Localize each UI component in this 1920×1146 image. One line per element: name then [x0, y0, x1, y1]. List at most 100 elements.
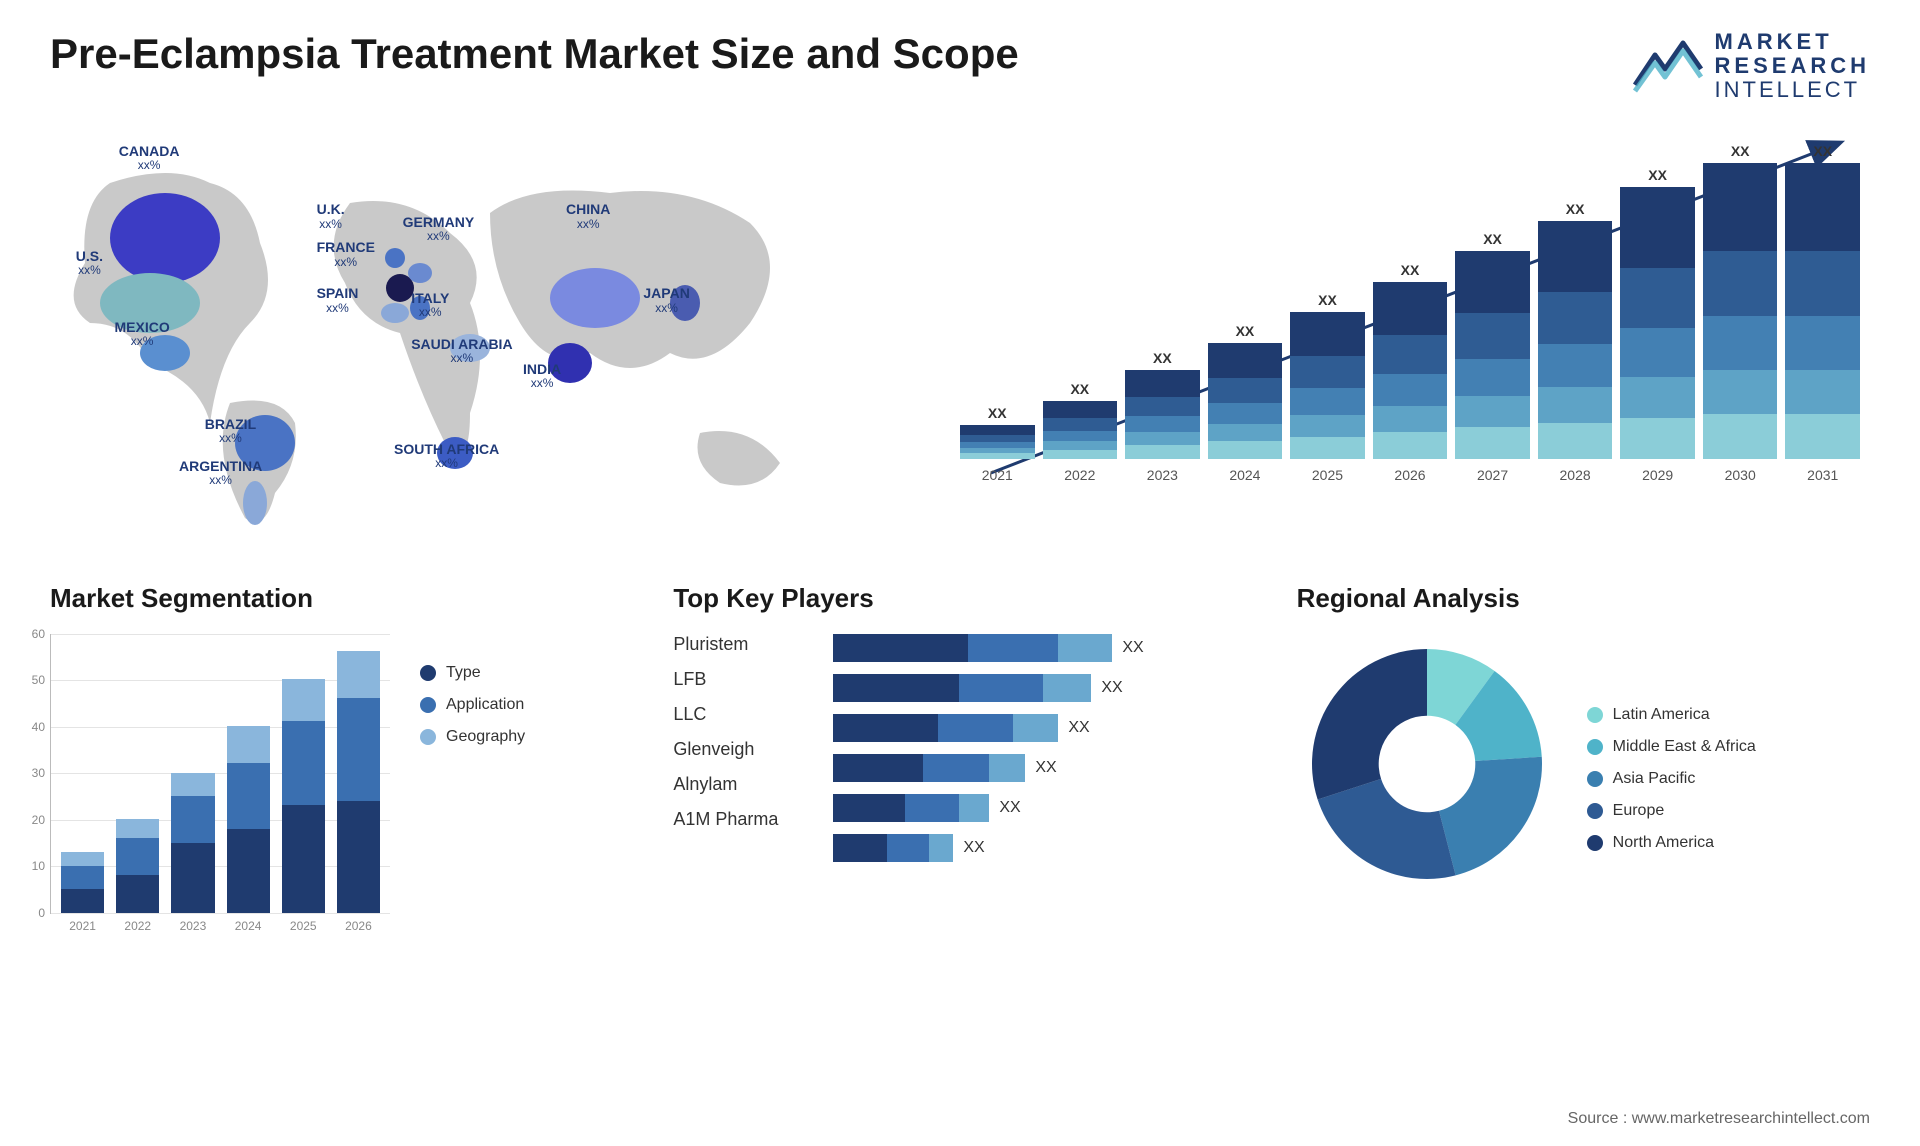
- map-label: INDIAxx%: [523, 362, 561, 391]
- growth-year-label: 2029: [1642, 467, 1673, 483]
- map-label: SAUDI ARABIAxx%: [411, 337, 512, 366]
- player-name: LLC: [673, 704, 813, 725]
- seg-year-label: 2023: [180, 919, 207, 933]
- legend-item: Middle East & Africa: [1587, 738, 1756, 756]
- growth-bar-value: XX: [1566, 201, 1585, 217]
- player-value: XX: [999, 799, 1020, 817]
- donut-slice: [1317, 778, 1455, 878]
- brand-logo: MARKET RESEARCH INTELLECT: [1633, 30, 1870, 103]
- map-label: CHINAxx%: [566, 202, 610, 231]
- map-label: U.K.xx%: [317, 202, 345, 231]
- player-value: XX: [963, 839, 984, 857]
- donut-slice: [1312, 649, 1427, 800]
- legend-item: Application: [420, 696, 525, 714]
- growth-bar: XX2022: [1043, 143, 1118, 483]
- player-bar-row: XX: [833, 674, 1246, 702]
- growth-bar: XX2028: [1538, 143, 1613, 483]
- seg-bar: 2024: [227, 634, 270, 913]
- seg-bar: 2025: [282, 634, 325, 913]
- player-value: XX: [1068, 719, 1089, 737]
- player-bar-row: XX: [833, 754, 1246, 782]
- regional-panel: Regional Analysis Latin AmericaMiddle Ea…: [1297, 583, 1870, 914]
- segmentation-chart: 0102030405060 202120222023202420252026: [50, 634, 390, 914]
- player-bar-row: XX: [833, 634, 1246, 662]
- growth-year-label: 2021: [982, 467, 1013, 483]
- map-label: BRAZILxx%: [205, 417, 256, 446]
- seg-ytick: 60: [32, 627, 51, 641]
- seg-ytick: 10: [32, 859, 51, 873]
- map-label: JAPANxx%: [643, 286, 689, 315]
- logo-text-1: MARKET: [1715, 30, 1870, 54]
- world-map-panel: CANADAxx%U.S.xx%MEXICOxx%BRAZILxx%ARGENT…: [50, 123, 910, 543]
- regional-title: Regional Analysis: [1297, 583, 1870, 614]
- player-value: XX: [1122, 639, 1143, 657]
- player-name: Glenveigh: [673, 739, 813, 760]
- growth-year-label: 2024: [1229, 467, 1260, 483]
- logo-icon: [1633, 39, 1703, 93]
- player-name: LFB: [673, 669, 813, 690]
- growth-bar: XX 2027: [1455, 143, 1530, 483]
- growth-year-label: 2023: [1147, 467, 1178, 483]
- player-value: XX: [1101, 679, 1122, 697]
- growth-bar-value: XX: [1236, 323, 1255, 339]
- source-attribution: Source : www.marketresearchintellect.com: [1568, 1110, 1870, 1128]
- map-label: FRANCExx%: [317, 240, 375, 269]
- players-title: Top Key Players: [673, 583, 1246, 614]
- map-label: SPAINxx%: [317, 286, 359, 315]
- growth-bar-value: XX: [988, 405, 1007, 421]
- growth-bar-value: XX: [1318, 292, 1337, 308]
- growth-bar: XX 2026: [1373, 143, 1448, 483]
- player-bar-row: XX: [833, 834, 1246, 862]
- legend-item: Geography: [420, 728, 525, 746]
- seg-bar: 2026: [337, 634, 380, 913]
- seg-year-label: 2026: [345, 919, 372, 933]
- growth-year-label: 2030: [1725, 467, 1756, 483]
- map-label: SOUTH AFRICAxx%: [394, 442, 499, 471]
- growth-bar-chart: XX2021XX2022XX2023XX2024XX2025XX2026XX20…: [950, 123, 1870, 543]
- legend-item: Asia Pacific: [1587, 770, 1756, 788]
- segmentation-title: Market Segmentation: [50, 583, 623, 614]
- seg-bar: 2023: [171, 634, 214, 913]
- legend-item: Europe: [1587, 802, 1756, 820]
- growth-year-label: 2025: [1312, 467, 1343, 483]
- growth-bar-value: XX: [1483, 231, 1502, 247]
- seg-year-label: 2024: [235, 919, 262, 933]
- growth-bar-value: XX: [1648, 167, 1667, 183]
- growth-year-label: 2027: [1477, 467, 1508, 483]
- logo-text-3: INTELLECT: [1715, 78, 1870, 102]
- growth-bar: XX 2030: [1703, 143, 1778, 483]
- segmentation-panel: Market Segmentation 0102030405060 202120…: [50, 583, 623, 914]
- player-value: XX: [1035, 759, 1056, 777]
- page-title: Pre-Eclampsia Treatment Market Size and …: [50, 30, 1019, 78]
- growth-bar: XX 2021: [960, 143, 1035, 483]
- segmentation-legend: Type Application Geography: [420, 634, 525, 914]
- growth-year-label: 2026: [1394, 467, 1425, 483]
- seg-bar: 2022: [116, 634, 159, 913]
- growth-bar-value: XX: [1731, 143, 1750, 159]
- logo-text-2: RESEARCH: [1715, 54, 1870, 78]
- map-label: U.S.xx%: [76, 249, 103, 278]
- seg-year-label: 2022: [124, 919, 151, 933]
- seg-ytick: 30: [32, 766, 51, 780]
- growth-bar-value: XX: [1070, 381, 1089, 397]
- seg-ytick: 0: [38, 906, 51, 920]
- growth-bar-value: XX: [1813, 143, 1832, 159]
- legend-item: North America: [1587, 834, 1756, 852]
- growth-bar-value: XX: [1153, 350, 1172, 366]
- players-panel: Top Key Players Pluristem LFB LLC Glenveigh…: [673, 583, 1246, 914]
- growth-bar: XX 2029: [1620, 143, 1695, 483]
- seg-ytick: 40: [32, 720, 51, 734]
- regional-legend: Latin AmericaMiddle East & AfricaAsia Pa…: [1587, 676, 1756, 852]
- seg-year-label: 2021: [69, 919, 96, 933]
- player-bar-row: XX: [833, 714, 1246, 742]
- growth-bar-value: XX: [1401, 262, 1420, 278]
- seg-bar: 2021: [61, 634, 104, 913]
- donut-slice: [1439, 756, 1542, 875]
- regional-donut-chart: [1297, 634, 1557, 894]
- growth-bar: XX 2023: [1125, 143, 1200, 483]
- map-label: ITALYxx%: [411, 291, 449, 320]
- growth-bar: XX 2024: [1208, 143, 1283, 483]
- player-name: Pluristem: [673, 634, 813, 655]
- legend-item: Type: [420, 664, 525, 682]
- seg-ytick: 20: [32, 813, 51, 827]
